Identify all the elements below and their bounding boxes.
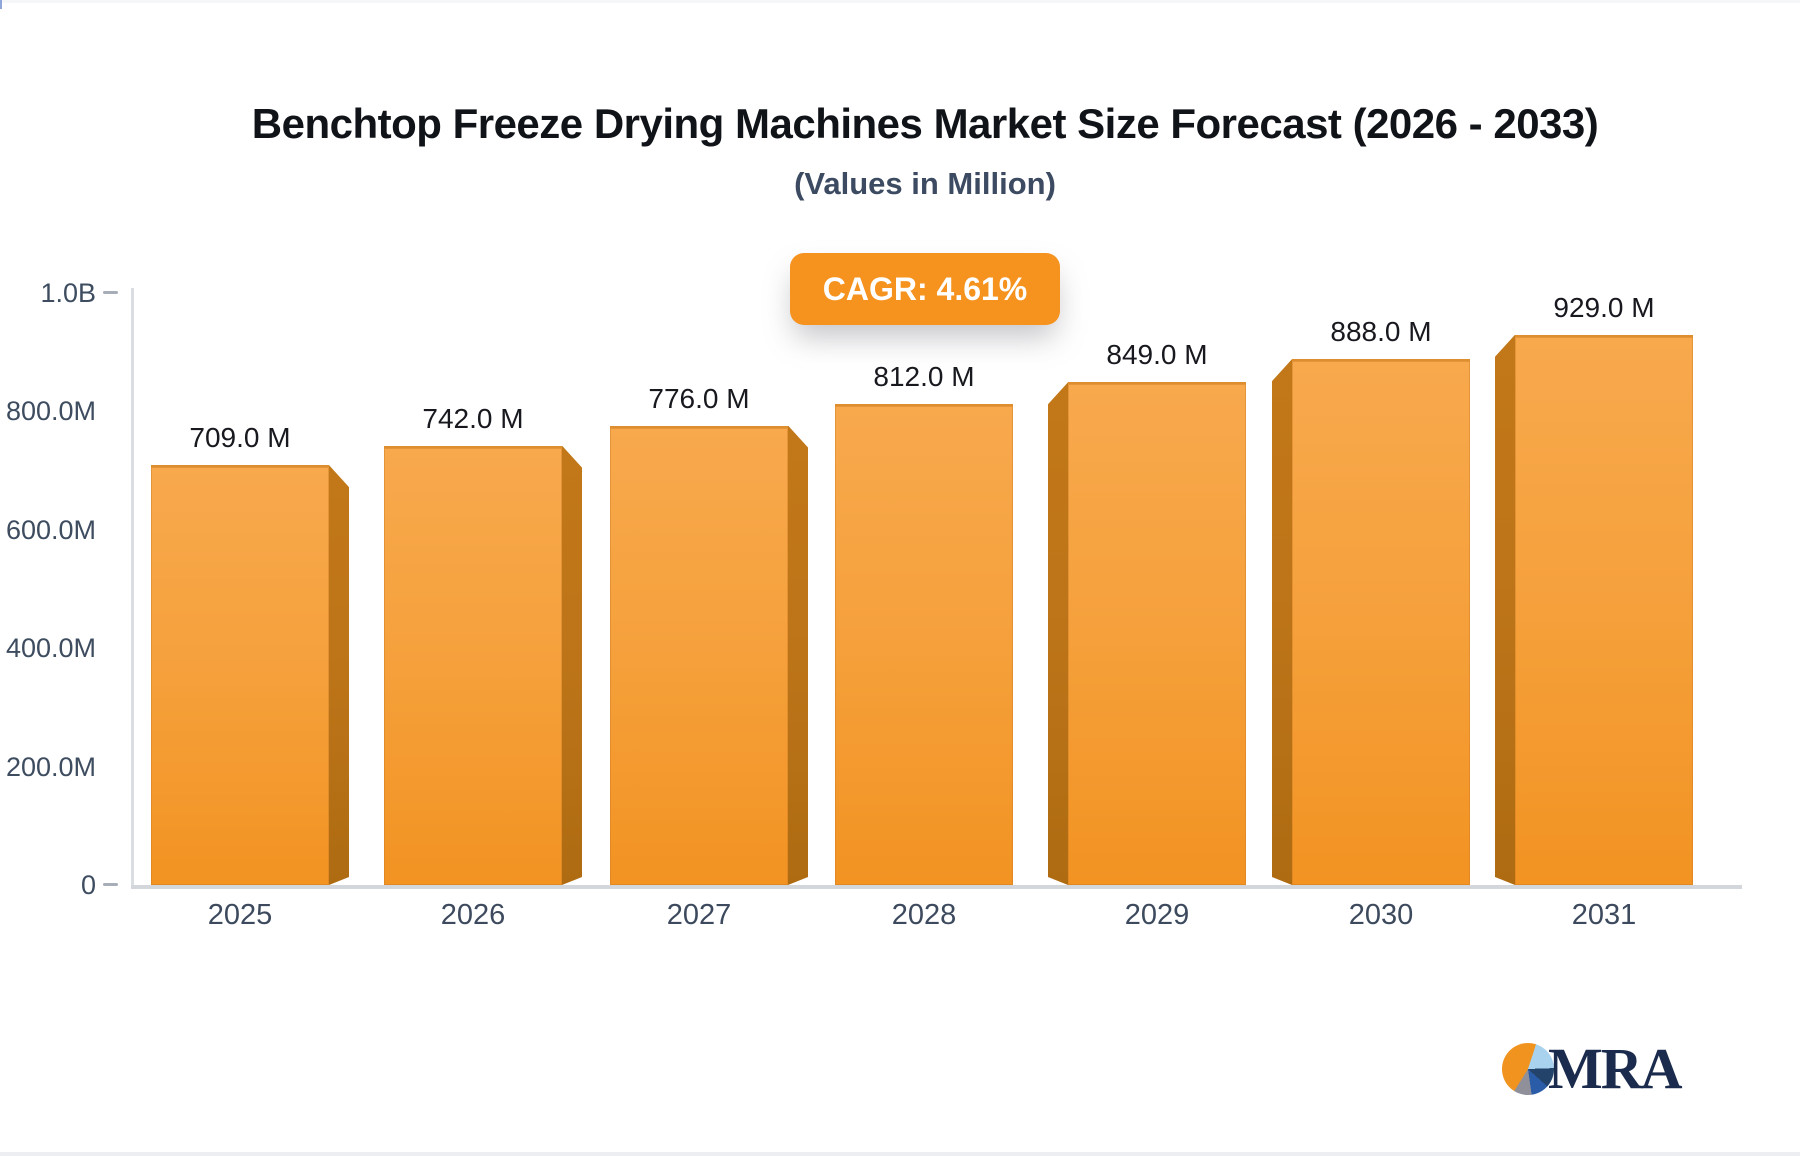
bar-3d-side (788, 426, 808, 886)
bar-value-label: 812.0 M (873, 361, 975, 393)
cagr-badge: CAGR: 4.61% (790, 253, 1060, 325)
y-axis-tick-mark (103, 883, 118, 886)
bar-3d-side (1048, 382, 1068, 885)
bar-2029[interactable] (1068, 382, 1246, 885)
bar-value-label: 849.0 M (1106, 339, 1208, 371)
y-axis-tick-label: 600.0M (5, 514, 96, 545)
y-axis-tick-mark (103, 290, 118, 294)
y-axis-line (131, 288, 134, 885)
y-axis-tick-label: 200.0M (5, 751, 96, 782)
pie-chart-logo-icon (1502, 1043, 1554, 1095)
bar-2025[interactable] (151, 465, 329, 885)
bar-3d-side (329, 465, 349, 885)
bar-value-label: 742.0 M (422, 402, 524, 434)
x-axis-label-2031: 2031 (1571, 899, 1637, 931)
x-axis-label-2029: 2029 (1124, 899, 1190, 931)
y-axis-tick-label: 1.0B (40, 277, 96, 308)
top-edge-strip (0, 0, 1800, 3)
bar-value-label: 888.0 M (1330, 316, 1432, 348)
bar-2026[interactable] (384, 445, 562, 885)
corner-tick (0, 0, 2, 9)
x-axis-label-2027: 2027 (666, 899, 732, 931)
chart-title: Benchtop Freeze Drying Machines Market S… (251, 100, 1599, 147)
bar-value-label: 776.0 M (648, 382, 750, 414)
chart-subtitle: (Values in Million) (794, 165, 1056, 201)
bar-2031[interactable] (1515, 334, 1693, 885)
bar-3d-side (562, 446, 582, 885)
x-axis-label-2026: 2026 (440, 899, 506, 931)
x-axis-label-2025: 2025 (207, 899, 273, 931)
x-axis-line (131, 885, 1742, 889)
bar-value-label: 929.0 M (1553, 291, 1655, 323)
bar-2028[interactable] (835, 404, 1013, 885)
bar-3d-side (1272, 359, 1292, 885)
x-axis-label-2030: 2030 (1348, 899, 1414, 931)
brand-logo: MRA (1502, 1036, 1683, 1101)
bar-3d-side (1495, 335, 1515, 885)
bar-2027[interactable] (610, 425, 788, 885)
bar-value-label: 709.0 M (189, 422, 291, 454)
brand-logo-text: MRA (1548, 1036, 1683, 1101)
y-axis-tick-label: 0 (80, 870, 96, 900)
y-axis-tick-label: 800.0M (5, 396, 96, 427)
bottom-edge-strip (0, 1152, 1800, 1156)
chart-heading: Benchtop Freeze Drying Machines Market S… (50, 98, 1800, 202)
y-axis-tick-label: 400.0M (5, 633, 96, 664)
bar-2030[interactable] (1292, 359, 1470, 885)
x-axis-label-2028: 2028 (891, 899, 957, 931)
